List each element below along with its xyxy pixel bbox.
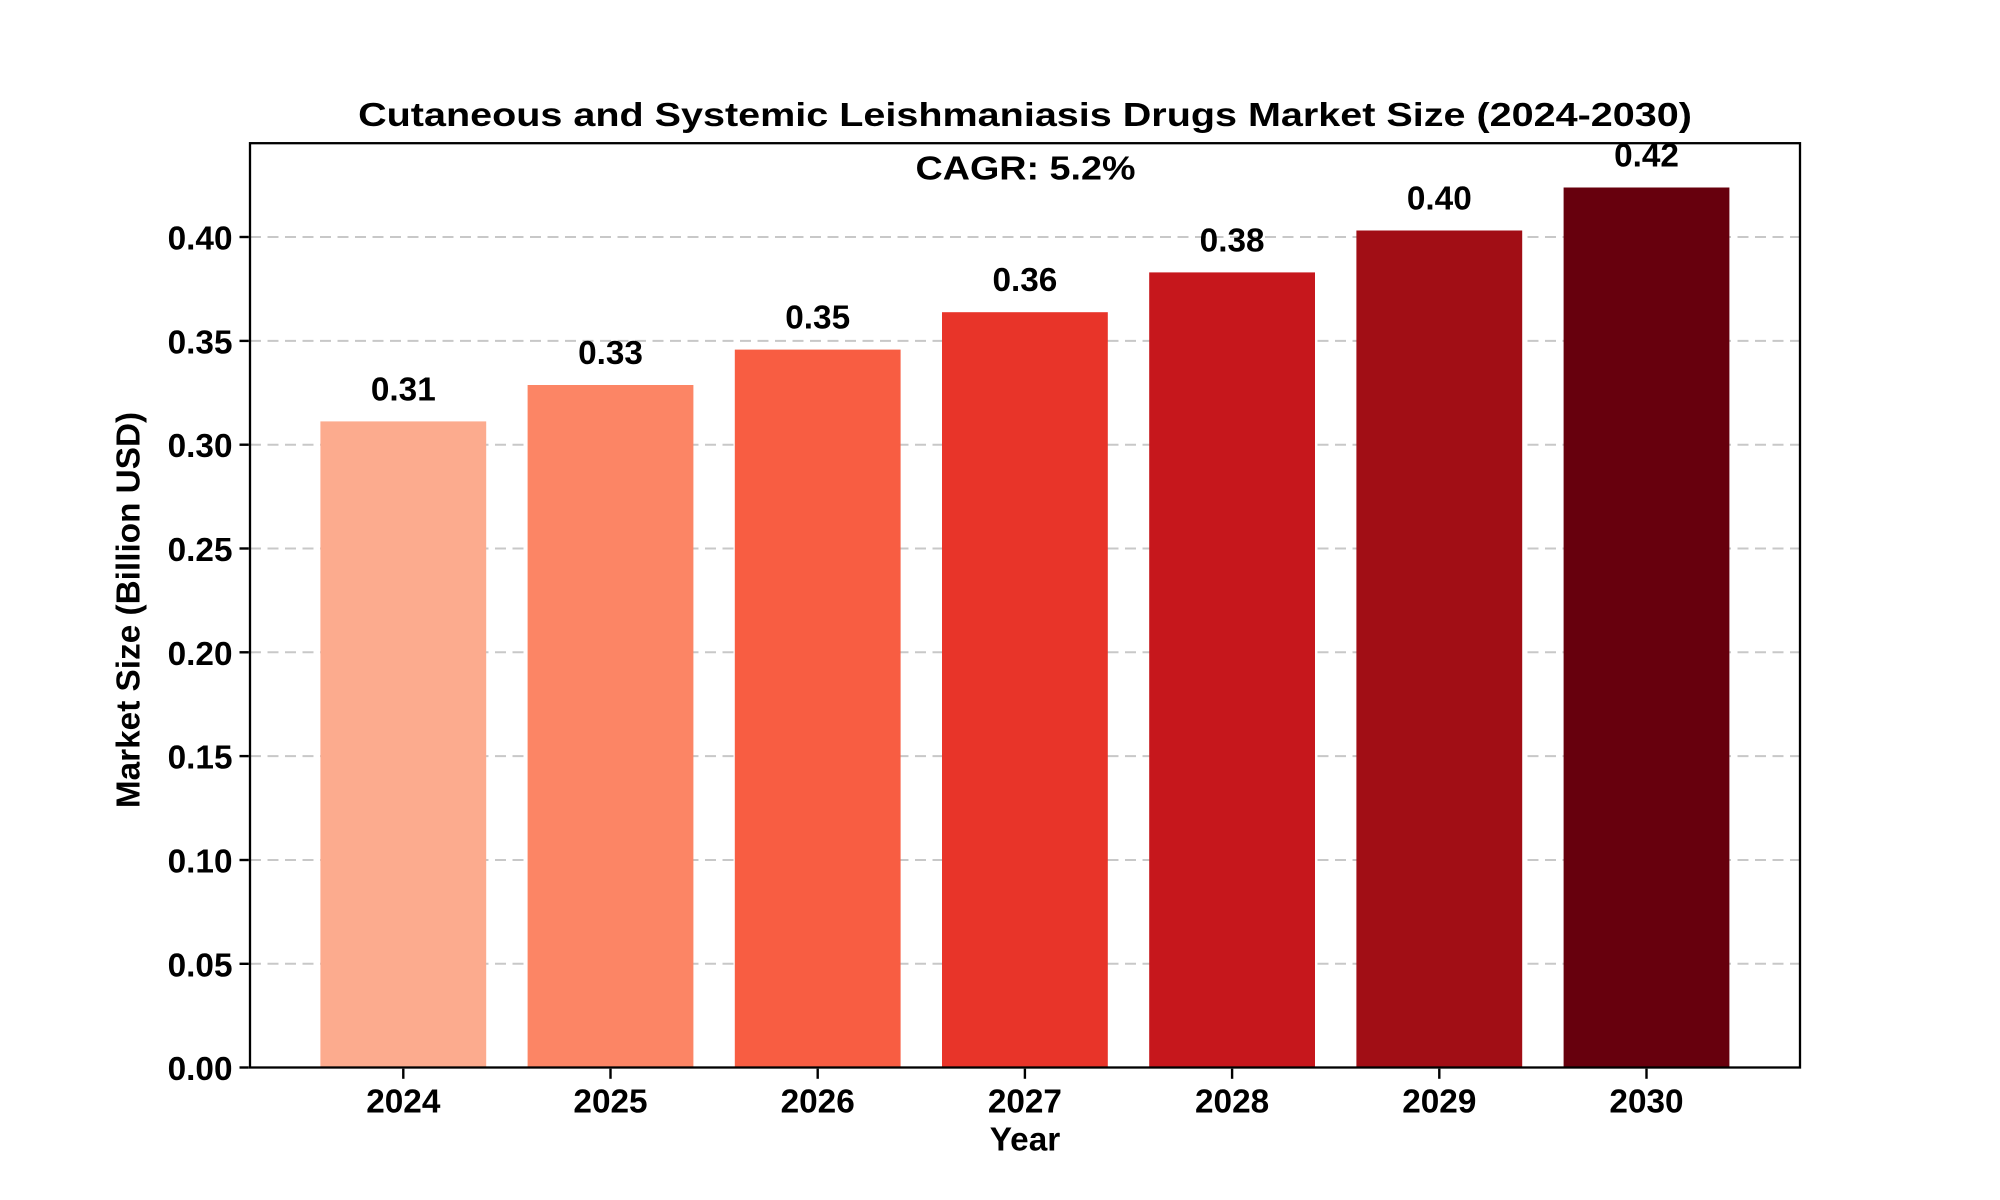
svg-text:0.31: 0.31 [371, 371, 436, 408]
svg-text:0.33: 0.33 [578, 335, 643, 372]
svg-text:0.10: 0.10 [168, 844, 233, 881]
svg-text:0.05: 0.05 [168, 947, 233, 984]
svg-text:0.38: 0.38 [1200, 222, 1265, 259]
svg-text:0.30: 0.30 [168, 428, 233, 465]
svg-text:2024: 2024 [366, 1084, 441, 1121]
svg-text:0.15: 0.15 [168, 740, 233, 777]
svg-text:CAGR: 5.2%: CAGR: 5.2% [916, 150, 1136, 187]
svg-text:2027: 2027 [988, 1084, 1062, 1121]
svg-text:2029: 2029 [1402, 1084, 1476, 1121]
svg-text:0.40: 0.40 [168, 221, 233, 258]
svg-text:2030: 2030 [1609, 1084, 1683, 1121]
svg-text:2025: 2025 [573, 1084, 647, 1121]
svg-text:0.00: 0.00 [168, 1051, 233, 1088]
svg-text:0.42: 0.42 [1614, 138, 1679, 175]
svg-text:2028: 2028 [1195, 1084, 1269, 1121]
svg-text:Cutaneous and Systemic Leishma: Cutaneous and Systemic Leishmaniasis Dru… [358, 96, 1692, 133]
svg-text:0.35: 0.35 [785, 300, 850, 337]
svg-text:0.35: 0.35 [168, 324, 233, 361]
svg-text:Year: Year [990, 1122, 1060, 1159]
svg-text:0.40: 0.40 [1407, 181, 1472, 218]
svg-text:0.20: 0.20 [168, 636, 233, 673]
svg-text:Market Size (Billion USD): Market Size (Billion USD) [111, 412, 148, 808]
svg-text:0.36: 0.36 [992, 262, 1057, 299]
svg-text:0.25: 0.25 [168, 532, 233, 569]
svg-text:2026: 2026 [781, 1084, 855, 1121]
